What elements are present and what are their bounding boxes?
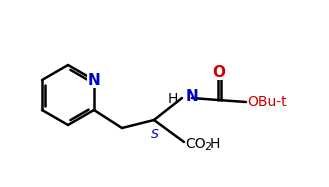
Text: H: H	[210, 137, 220, 151]
Text: CO: CO	[185, 137, 206, 151]
Text: O: O	[213, 65, 225, 79]
Text: N: N	[186, 88, 199, 103]
Text: OBu-t: OBu-t	[247, 95, 287, 109]
Text: H: H	[167, 92, 178, 106]
Text: 2: 2	[204, 142, 211, 152]
Text: S: S	[151, 128, 159, 140]
Text: N: N	[88, 73, 100, 88]
